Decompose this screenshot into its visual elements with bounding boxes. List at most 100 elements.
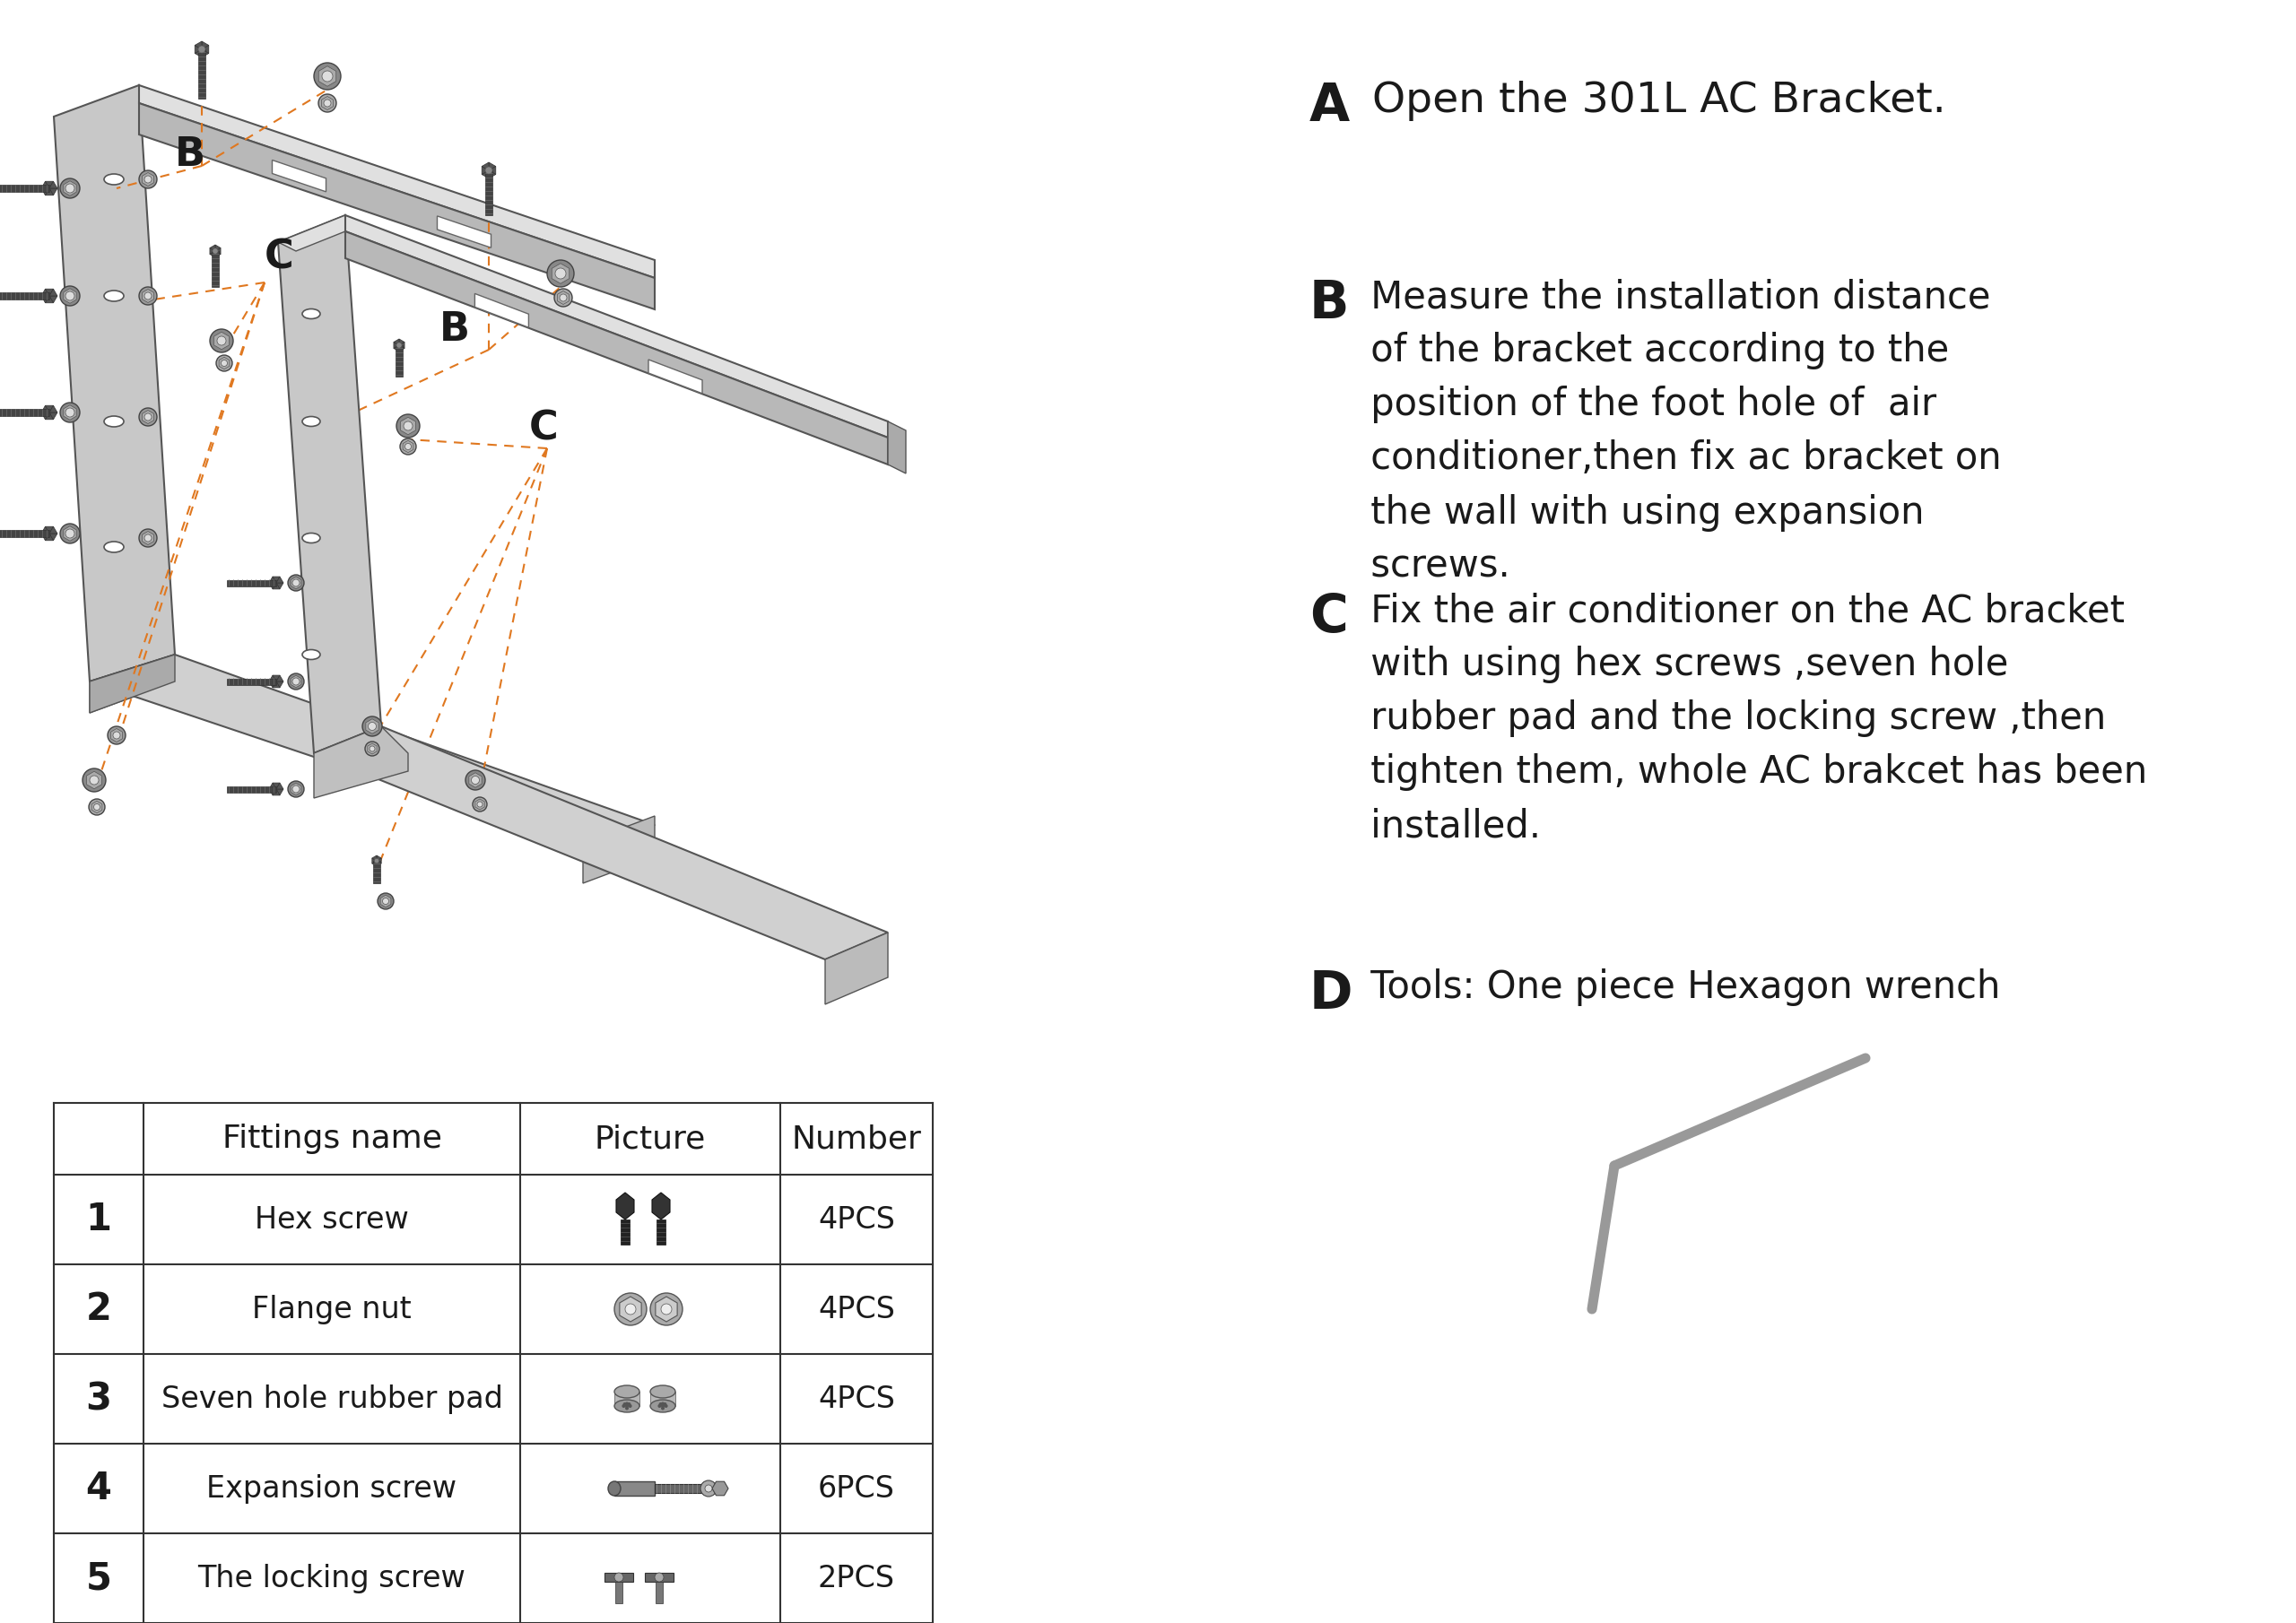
Circle shape <box>471 776 480 784</box>
Polygon shape <box>344 216 889 438</box>
Polygon shape <box>41 406 48 412</box>
Polygon shape <box>41 289 48 295</box>
Bar <box>650 1391 675 1406</box>
Polygon shape <box>482 170 489 179</box>
Polygon shape <box>269 583 276 589</box>
Polygon shape <box>140 84 654 278</box>
Text: 2: 2 <box>85 1290 113 1328</box>
Polygon shape <box>276 675 282 682</box>
Circle shape <box>363 716 381 737</box>
Bar <box>615 1582 622 1604</box>
Polygon shape <box>90 654 654 857</box>
Polygon shape <box>64 289 76 304</box>
Polygon shape <box>400 346 404 352</box>
Polygon shape <box>273 675 280 682</box>
Bar <box>197 49 204 99</box>
Circle shape <box>404 443 411 450</box>
Polygon shape <box>475 294 528 328</box>
Polygon shape <box>344 232 889 464</box>
Polygon shape <box>41 534 48 540</box>
Circle shape <box>287 781 303 797</box>
Polygon shape <box>64 406 76 420</box>
Polygon shape <box>142 411 154 424</box>
Text: 6PCS: 6PCS <box>817 1474 895 1503</box>
Circle shape <box>654 1573 664 1582</box>
Circle shape <box>319 94 335 112</box>
Circle shape <box>560 294 567 302</box>
Circle shape <box>287 575 303 591</box>
Bar <box>0 409 48 415</box>
Ellipse shape <box>303 308 319 318</box>
Polygon shape <box>381 896 390 907</box>
Text: B: B <box>439 310 471 349</box>
Polygon shape <box>402 440 413 453</box>
Ellipse shape <box>103 174 124 185</box>
Circle shape <box>400 438 416 454</box>
Polygon shape <box>712 1482 728 1495</box>
Text: Hex screw: Hex screw <box>255 1204 409 1233</box>
Bar <box>0 292 48 300</box>
Circle shape <box>214 248 218 253</box>
Circle shape <box>625 1407 629 1410</box>
Text: 4PCS: 4PCS <box>817 1384 895 1414</box>
Polygon shape <box>889 422 907 474</box>
Polygon shape <box>195 49 202 57</box>
Polygon shape <box>315 727 409 799</box>
Polygon shape <box>216 252 220 258</box>
Polygon shape <box>315 727 889 959</box>
Circle shape <box>197 45 204 54</box>
Polygon shape <box>276 583 282 589</box>
Circle shape <box>664 1404 668 1407</box>
Circle shape <box>615 1573 622 1582</box>
Polygon shape <box>489 162 496 170</box>
Text: 4PCS: 4PCS <box>817 1295 895 1324</box>
Circle shape <box>615 1294 647 1326</box>
Bar <box>484 170 491 216</box>
Polygon shape <box>400 417 416 435</box>
Text: Flange nut: Flange nut <box>253 1295 411 1324</box>
Ellipse shape <box>103 415 124 427</box>
Ellipse shape <box>608 1482 620 1496</box>
Polygon shape <box>436 216 491 248</box>
Text: Fix the air conditioner on the AC bracket
 with using hex screws ,seven hole
 ru: Fix the air conditioner on the AC bracke… <box>1359 592 2147 846</box>
Polygon shape <box>195 41 202 49</box>
Polygon shape <box>652 1193 670 1219</box>
Circle shape <box>657 1404 661 1407</box>
Circle shape <box>627 1402 631 1406</box>
Polygon shape <box>195 45 202 54</box>
Polygon shape <box>558 291 569 305</box>
Text: Number: Number <box>792 1123 921 1154</box>
Circle shape <box>659 1402 664 1406</box>
Polygon shape <box>48 526 57 534</box>
Bar <box>227 579 276 586</box>
Circle shape <box>145 175 152 183</box>
Polygon shape <box>46 289 53 295</box>
Text: Tools: One piece Hexagon wrench: Tools: One piece Hexagon wrench <box>1359 969 2000 1006</box>
Circle shape <box>292 579 298 586</box>
Polygon shape <box>269 789 276 795</box>
Circle shape <box>622 1404 625 1407</box>
Circle shape <box>374 859 379 863</box>
Polygon shape <box>468 773 482 787</box>
Circle shape <box>370 747 374 751</box>
Text: 5: 5 <box>85 1560 113 1597</box>
Circle shape <box>466 771 484 790</box>
Circle shape <box>484 167 491 174</box>
Polygon shape <box>90 654 174 712</box>
Circle shape <box>397 414 420 438</box>
Text: C: C <box>1309 592 1348 643</box>
Polygon shape <box>475 799 484 810</box>
Polygon shape <box>273 682 280 688</box>
Polygon shape <box>48 412 57 419</box>
Polygon shape <box>372 859 377 863</box>
Polygon shape <box>202 49 209 57</box>
Circle shape <box>553 289 572 307</box>
Bar <box>0 531 48 537</box>
Circle shape <box>321 71 333 81</box>
Polygon shape <box>46 412 53 419</box>
Text: The locking screw: The locking screw <box>197 1563 466 1592</box>
Polygon shape <box>377 855 381 860</box>
Polygon shape <box>218 357 230 368</box>
Bar <box>395 346 402 377</box>
Polygon shape <box>46 182 53 188</box>
